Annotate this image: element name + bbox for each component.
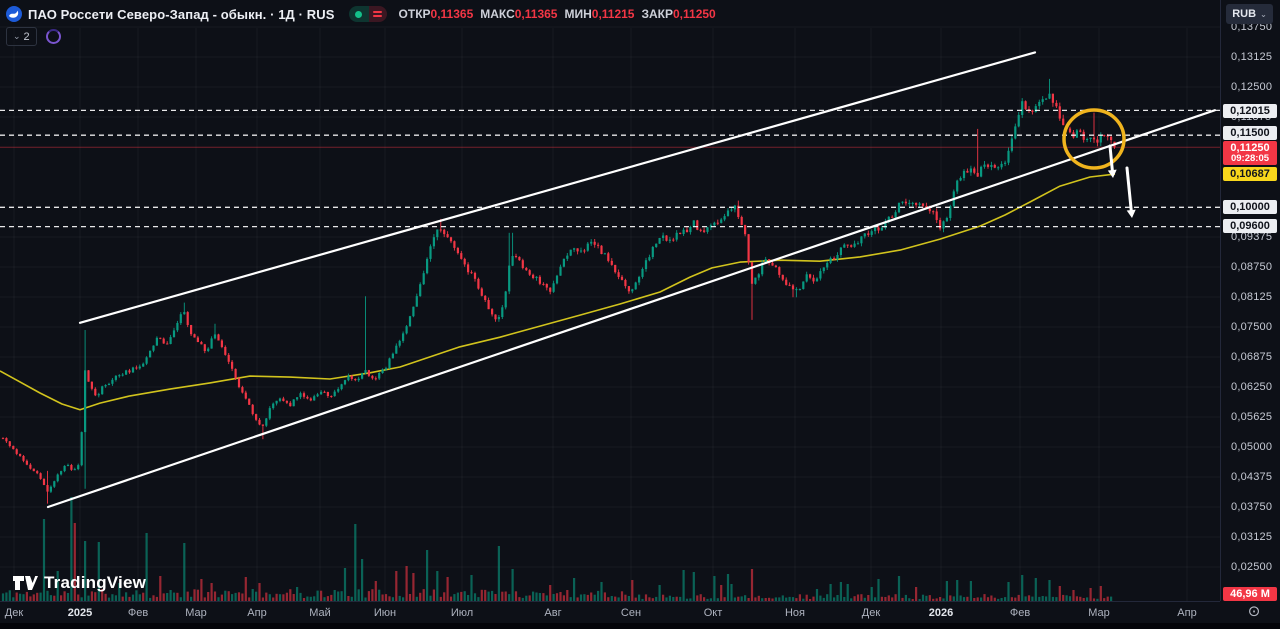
symbol-logo-icon — [6, 6, 22, 22]
time-axis-label: 2026 — [928, 607, 954, 619]
price-axis-label: 0,05625 — [1231, 411, 1273, 423]
currency-label: RUB — [1232, 8, 1257, 20]
high-value: 0,11365 — [514, 7, 558, 21]
price-axis-label: 0,09375 — [1231, 231, 1273, 243]
price-badge: 0,11500 — [1223, 126, 1277, 140]
time-axis-label: Июл — [450, 607, 474, 619]
time-axis-label: Фев — [1009, 607, 1031, 619]
chevron-down-icon: ⌄ — [13, 31, 21, 41]
legend-second-row: ⌄ 2 — [6, 27, 61, 46]
low-value: 0,11215 — [591, 7, 635, 21]
price-axis-label: 0,02500 — [1231, 561, 1273, 573]
news-lines-icon — [368, 6, 387, 22]
time-axis-label: 2025 — [67, 607, 93, 619]
price-axis-label: 0,06250 — [1231, 381, 1273, 393]
chart-header: ПАО Россети Северо-Запад - обыкн. · 1Д ·… — [0, 0, 1220, 28]
close-value: 0,11250 — [673, 7, 716, 21]
sync-icon[interactable] — [45, 29, 61, 44]
axis-settings-gear-icon[interactable]: ⊙ — [1247, 603, 1261, 620]
time-axis-label: Фев — [127, 607, 149, 619]
price-axis-label: 0,08125 — [1231, 291, 1273, 303]
price-axis-label: 0,13125 — [1231, 51, 1273, 63]
object-count: 2 — [23, 30, 30, 43]
high-label: МАКС — [480, 7, 515, 21]
time-axis-label: Дек — [861, 607, 881, 619]
time-axis-label: Апр — [1177, 607, 1197, 619]
time-axis-label: Мар — [185, 607, 207, 619]
price-axis-label: 0,06875 — [1231, 351, 1273, 363]
close-label: ЗАКР — [641, 7, 673, 21]
market-open-dot-icon — [348, 6, 369, 22]
price-badge: 0,10687 — [1223, 167, 1277, 181]
price-axis-label: 0,12500 — [1231, 81, 1273, 93]
window-bottom-strip — [0, 623, 1280, 629]
chevron-down-icon: ⌄ — [1260, 9, 1267, 19]
market-status-toggle[interactable] — [348, 6, 387, 22]
price-axis-label: 0,07500 — [1231, 321, 1273, 333]
price-axis-label: 0,03125 — [1231, 531, 1273, 543]
open-label: ОТКР — [398, 7, 431, 21]
time-axis-label: Апр — [247, 607, 267, 619]
price-badge: 0,11250 09:28:05 — [1223, 141, 1277, 165]
price-axis[interactable]: 0,137500,131250,125000,118750,093750,087… — [1220, 0, 1280, 601]
time-axis-label: Дек — [4, 607, 24, 619]
price-axis-label: 0,03750 — [1231, 501, 1273, 513]
time-axis-label: Сен — [620, 607, 642, 619]
tradingview-logo-text: TradingView — [44, 573, 147, 592]
currency-button[interactable]: RUB ⌄ — [1226, 4, 1273, 24]
time-axis[interactable]: Дек 2025 Фев Мар Апр Май Июн Июл Авг Сен Окт Ноя Дек… — [0, 601, 1220, 624]
price-axis-label: 0,08750 — [1231, 261, 1273, 273]
symbol-title[interactable]: ПАО Россети Северо-Запад - обыкн. · 1Д ·… — [28, 6, 335, 22]
tradingview-mark-icon — [13, 576, 38, 590]
open-value: 0,11365 — [430, 7, 474, 21]
time-axis-label: Окт — [703, 607, 723, 619]
time-axis-label: Май — [309, 607, 331, 619]
time-axis-label: Авг — [544, 607, 562, 619]
low-label: МИН — [564, 7, 592, 21]
time-axis-label: Ноя — [784, 607, 806, 619]
price-badge: 0,10000 — [1223, 200, 1277, 214]
time-axis-label: Июн — [373, 607, 397, 619]
price-badge: 0,09600 — [1223, 219, 1277, 233]
price-axis-label: 0,04375 — [1231, 471, 1273, 483]
price-badge: 46,96 M — [1223, 587, 1277, 601]
price-axis-label: 0,13750 — [1231, 21, 1273, 33]
tradingview-logo[interactable]: TradingView — [12, 573, 146, 593]
ohlc-legend: ОТКР 0,11365 МАКС 0,11365 МИН 0,11215 ЗАКР 0… — [399, 7, 716, 21]
price-badge: 0,12015 — [1223, 104, 1277, 118]
object-tree-count-button[interactable]: ⌄ 2 — [6, 27, 37, 46]
time-axis-label: Мар — [1088, 607, 1110, 619]
price-axis-label: 0,05000 — [1231, 441, 1273, 453]
